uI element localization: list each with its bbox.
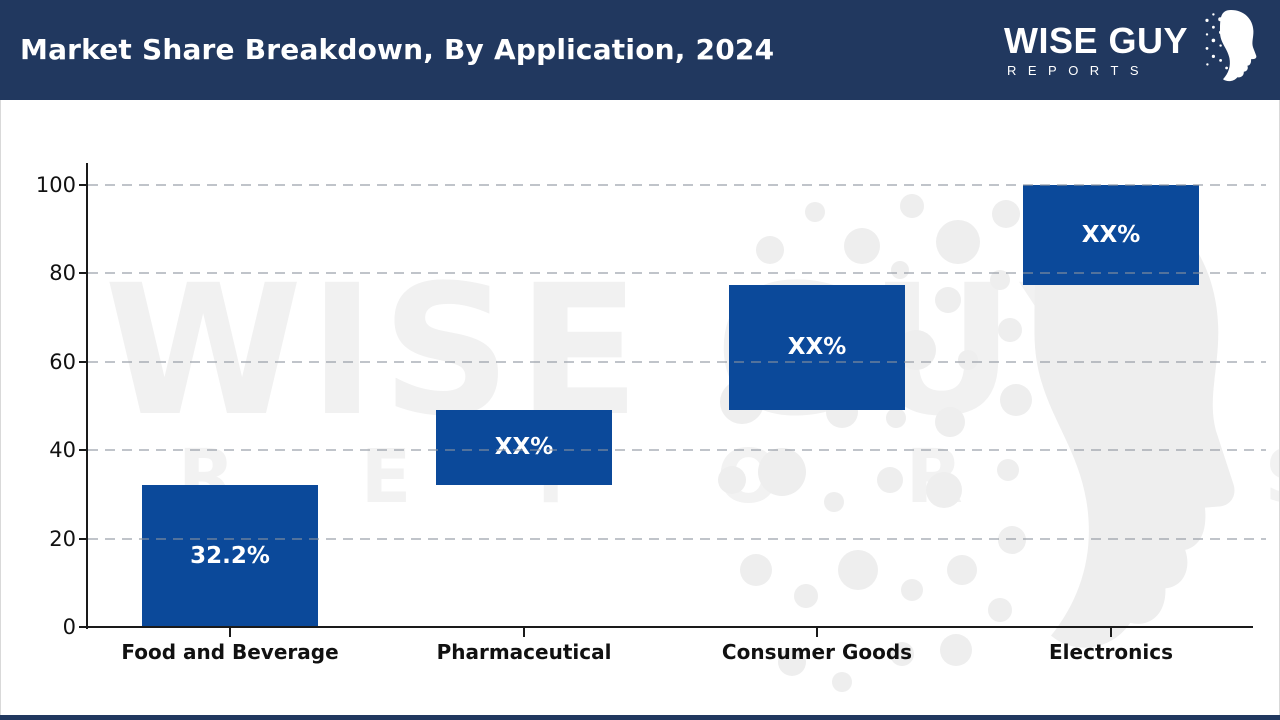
wiseguy-logo: WISE GUY REPORTS <box>1004 6 1270 94</box>
y-tick-label-100: 100 <box>35 173 76 197</box>
bar-value-label: XX% <box>494 434 554 461</box>
x-category-label-2: Pharmaceutical <box>436 640 612 664</box>
gridline-80 <box>88 272 1266 275</box>
x-category-label-1: Food and Beverage <box>121 640 339 664</box>
gridline-60 <box>88 360 1266 363</box>
logo-wiseguy-text: WISE GUY <box>1003 20 1188 61</box>
logo-reports-text: REPORTS <box>1006 63 1151 78</box>
y-tick-mark-40 <box>79 449 88 452</box>
y-tick-label-80: 80 <box>49 261 76 286</box>
y-tick-label-60: 60 <box>49 349 76 374</box>
frame-left-border <box>0 100 1 720</box>
bar-value-label: 32.2% <box>190 542 270 569</box>
x-tick-mark-4 <box>1110 628 1112 637</box>
gridline-20 <box>88 537 1266 540</box>
x-tick-mark-1 <box>229 628 231 637</box>
y-tick-mark-80 <box>79 272 88 275</box>
header: Market Share Breakdown, By Application, … <box>0 0 1280 100</box>
x-category-label-4: Electronics <box>1049 640 1173 664</box>
y-tick-label-0: 0 <box>62 615 76 639</box>
bar-pharmaceutical: XX% <box>436 409 612 485</box>
logo-dotted-head-icon <box>1205 10 1257 82</box>
page-title: Market Share Breakdown, By Application, … <box>20 33 775 66</box>
y-tick-mark-100 <box>79 184 88 186</box>
y-tick-label-20: 20 <box>49 526 76 551</box>
bar-value-label: XX% <box>787 334 847 361</box>
gridline-100 <box>88 184 1266 186</box>
watermark-wiseguy-text: WISE GUY <box>104 247 1158 456</box>
y-tick-mark-0 <box>79 626 88 628</box>
bar-food-and-beverage: 32.2% <box>142 484 318 627</box>
gridline-40 <box>88 449 1266 452</box>
footer-bar <box>0 715 1280 720</box>
x-tick-mark-3 <box>816 628 818 637</box>
bar-value-label: XX% <box>1081 221 1141 248</box>
x-tick-mark-2 <box>523 628 525 637</box>
x-category-label-3: Consumer Goods <box>721 640 913 664</box>
y-axis-line <box>86 163 88 629</box>
y-tick-mark-60 <box>79 360 88 363</box>
x-axis-line <box>86 626 1253 628</box>
bar-consumer-goods: XX% <box>729 284 905 410</box>
y-tick-mark-20 <box>79 537 88 540</box>
y-tick-label-40: 40 <box>49 438 76 463</box>
bar-electronics: XX% <box>1023 185 1199 285</box>
